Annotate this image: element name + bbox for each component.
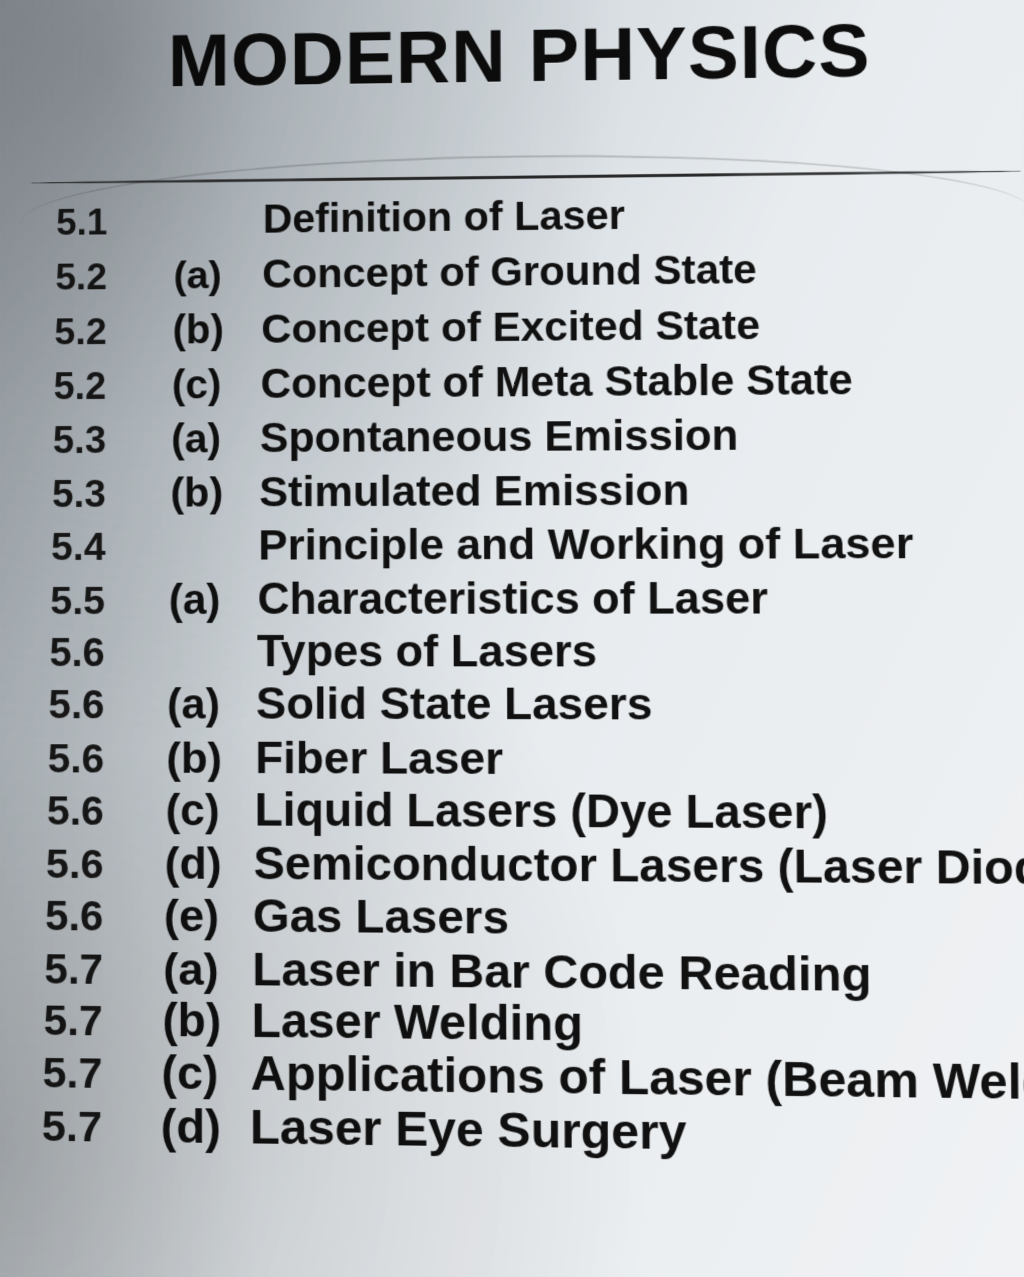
- toc-entry-text: Semiconductor Lasers (Laser Diodes): [254, 840, 1024, 892]
- toc-entry-text: Liquid Lasers (Dye Laser): [254, 787, 828, 836]
- toc-sub-letter: (a): [171, 418, 260, 459]
- toc-sub-letter: (d): [165, 842, 254, 887]
- chapter-title: MODERN PHYSICS: [0, 5, 1024, 106]
- toc-section-number: 5.6: [45, 634, 168, 674]
- toc-section-number: 5.6: [41, 895, 164, 938]
- toc-sub-letter: (a): [167, 683, 256, 726]
- toc-entry-text: Stimulated Emission: [259, 469, 689, 514]
- toc-sub-letter: (b): [170, 472, 259, 514]
- toc-sub-letter: (c): [161, 1049, 250, 1097]
- toc-section-number: 5.6: [42, 844, 165, 886]
- toc-section-number: 5.3: [49, 421, 171, 460]
- toc-section-number: 5.4: [47, 528, 169, 567]
- scanned-page: MODERN PHYSICS 5.1(x)Definition of Laser…: [0, 0, 1024, 1277]
- toc-row: 5.6(e)Gas Lasers: [38, 891, 1024, 951]
- toc-entry-text: Laser Welding: [251, 997, 583, 1049]
- toc-sub-letter: (a): [169, 579, 258, 621]
- toc-entry-text: Concept of Ground State: [262, 249, 757, 295]
- toc-row: 5.3(a)Spontaneous Emission: [38, 413, 1022, 473]
- toc-section-number: 5.6: [45, 685, 168, 726]
- toc-row: 5.1(x)Definition of Laser: [38, 190, 1020, 256]
- toc-entry-text: Types of Lasers: [257, 630, 597, 675]
- toc-entry-text: Laser in Bar Code Reading: [252, 945, 872, 998]
- toc-row: 5.6(c)Liquid Lasers (Dye Laser): [38, 786, 1024, 843]
- toc-section-number: 5.7: [39, 999, 162, 1043]
- toc-row: 5.6(x)Types of Lasers: [38, 630, 1024, 683]
- toc-row: 5.2(c)Concept of Meta Stable State: [38, 357, 1021, 418]
- toc-row: 5.6(b)Fiber Laser: [38, 734, 1024, 790]
- toc-section-number: 5.7: [39, 1052, 162, 1097]
- toc-sub-letter: (a): [163, 946, 252, 992]
- toc-entry-text: Characteristics of Laser: [258, 577, 769, 622]
- toc-sub-letter: (b): [173, 311, 262, 352]
- table-of-contents: 5.1(x)Definition of Laser5.2(a)Concept o…: [38, 190, 1024, 1166]
- toc-entry-text: Laser Eye Surgery: [250, 1103, 687, 1158]
- toc-row: 5.3(b)Stimulated Emission: [38, 468, 1022, 525]
- toc-entry-text: Principle and Working of Laser: [258, 522, 913, 567]
- toc-section-number: 5.2: [50, 368, 172, 407]
- toc-section-number: 5.6: [43, 790, 166, 832]
- toc-row: 5.2(a)Concept of Ground State: [38, 246, 1020, 311]
- toc-row: 5.6(d)Semiconductor Lasers (Laser Diodes…: [38, 839, 1024, 898]
- toc-entry-text: Gas Lasers: [253, 892, 509, 941]
- toc-section-number: 5.1: [52, 204, 174, 242]
- toc-section-number: 5.3: [48, 476, 170, 515]
- toc-sub-letter: (b): [166, 737, 255, 781]
- toc-section-number: 5.2: [50, 313, 172, 351]
- toc-sub-letter: (c): [172, 365, 261, 406]
- toc-entry-text: Fiber Laser: [255, 735, 503, 781]
- toc-row: 5.6(a)Solid State Lasers: [38, 682, 1024, 737]
- toc-sub-letter: (e): [164, 895, 253, 941]
- toc-row: 5.5(a)Characteristics of Laser: [38, 576, 1023, 630]
- toc-entry-text: Concept of Excited State: [261, 304, 760, 350]
- toc-row: 5.7(d)Laser Eye Surgery: [38, 1100, 1024, 1166]
- toc-section-number: 5.5: [46, 582, 169, 622]
- toc-row: 5.4(x)Principle and Working of Laser: [38, 522, 1023, 578]
- toc-entry-text: Concept of Meta Stable State: [261, 359, 853, 405]
- toc-entry-text: Solid State Lasers: [256, 682, 653, 728]
- toc-row: 5.2(b)Concept of Excited State: [38, 302, 1021, 364]
- toc-sub-letter: (c): [166, 789, 255, 834]
- toc-section-number: 5.7: [38, 1105, 161, 1150]
- toc-sub-letter: (d): [161, 1103, 250, 1151]
- toc-sub-letter: (b): [162, 998, 251, 1045]
- toc-section-number: 5.6: [44, 738, 167, 779]
- toc-sub-letter: (a): [173, 256, 262, 296]
- toc-section-number: 5.7: [40, 948, 163, 992]
- toc-entry-text: Definition of Laser: [263, 195, 625, 240]
- toc-entry-text: Spontaneous Emission: [260, 414, 739, 459]
- toc-section-number: 5.2: [51, 258, 173, 296]
